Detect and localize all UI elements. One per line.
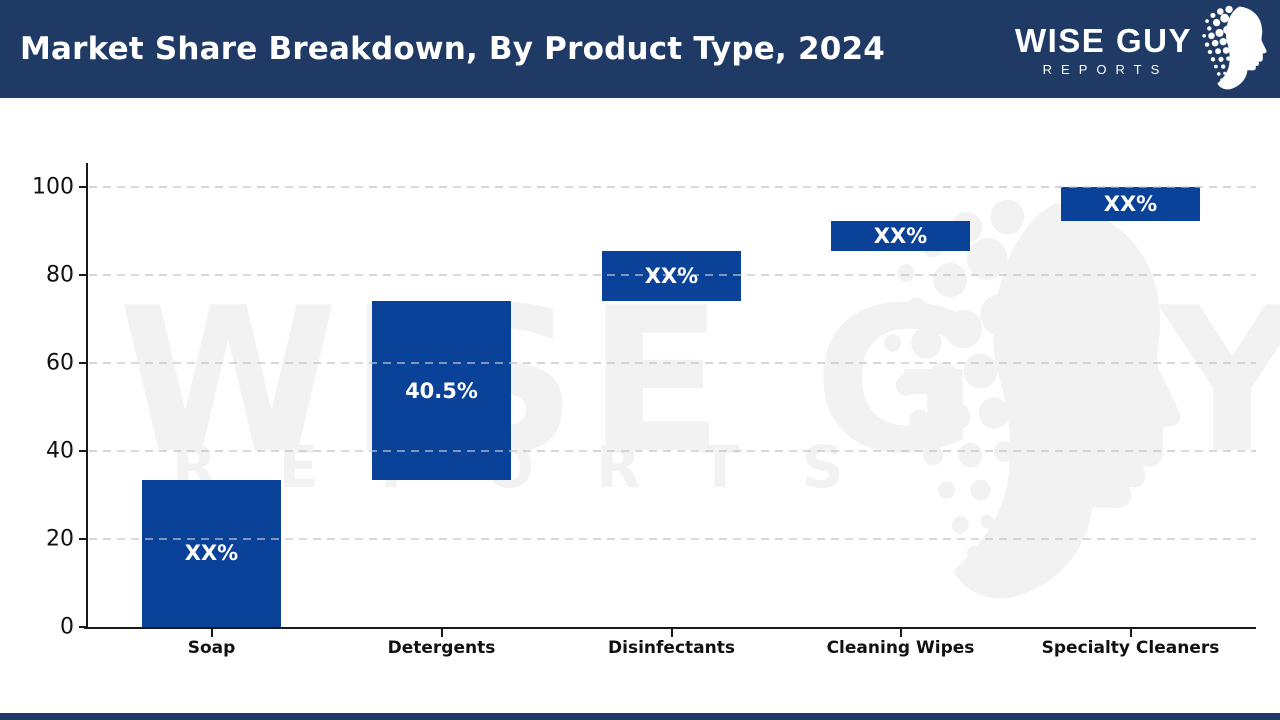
bar-value-label: XX% xyxy=(644,264,699,289)
waterfall-bar-4 xyxy=(831,220,970,251)
y-tick-label: 80 xyxy=(46,262,74,288)
gridline xyxy=(89,362,1256,364)
watermark-reports: REPORTS xyxy=(172,433,906,501)
y-tick-mark xyxy=(79,186,88,188)
y-tick-label: 20 xyxy=(46,526,74,552)
y-tick-mark xyxy=(79,450,88,452)
y-tick-mark xyxy=(79,626,88,628)
header-band: Market Share Breakdown, By Product Type,… xyxy=(0,0,1280,98)
waterfall-bar-1 xyxy=(142,479,281,627)
x-category-label: Detergents xyxy=(387,638,496,658)
x-tick-mark xyxy=(899,629,902,637)
logo-wordmark-bottom: REPORTS xyxy=(1042,61,1169,77)
waterfall-bar-2 xyxy=(372,301,511,480)
x-tick-mark xyxy=(1129,629,1132,637)
x-tick-mark xyxy=(210,629,213,637)
y-tick-mark xyxy=(79,538,88,540)
watermark-face-graphic xyxy=(884,199,1181,599)
bar-value-label: 40.5% xyxy=(405,378,478,403)
waterfall-bar-3 xyxy=(602,250,741,302)
wiseguy-logo: WISE GUY REPORTS xyxy=(1015,4,1270,94)
y-axis-line xyxy=(86,163,88,629)
y-tick-label: 60 xyxy=(46,350,74,376)
x-category-label: Specialty Cleaners xyxy=(1041,638,1220,658)
bar-value-label: XX% xyxy=(184,541,239,566)
x-category-label: Soap xyxy=(187,638,236,658)
page-title: Market Share Breakdown, By Product Type,… xyxy=(20,31,886,67)
gridline xyxy=(89,450,1256,452)
bar-value-label: XX% xyxy=(873,223,928,248)
x-tick-mark xyxy=(670,629,673,637)
footer-band xyxy=(0,713,1280,720)
y-tick-label: 40 xyxy=(46,438,74,464)
bar-value-label: XX% xyxy=(1103,191,1158,216)
x-category-label: Disinfectants xyxy=(608,638,735,658)
gridline xyxy=(89,274,1256,276)
waterfall-bar-5 xyxy=(1061,187,1200,221)
logo-wordmark-top: WISE GUY xyxy=(1014,21,1192,59)
y-tick-label: 100 xyxy=(32,174,74,200)
wiseguy-face-icon xyxy=(1202,5,1267,90)
x-axis-line xyxy=(84,627,1256,629)
x-tick-mark xyxy=(440,629,443,637)
y-tick-mark xyxy=(79,362,88,364)
y-tick-mark xyxy=(79,274,88,276)
y-tick-label: 0 xyxy=(60,614,74,640)
wiseguy-logo-text: WISE GUY REPORTS xyxy=(1015,22,1192,77)
gridline xyxy=(89,186,1256,188)
gridline xyxy=(89,538,1256,540)
x-category-label: Cleaning Wipes xyxy=(826,638,975,658)
